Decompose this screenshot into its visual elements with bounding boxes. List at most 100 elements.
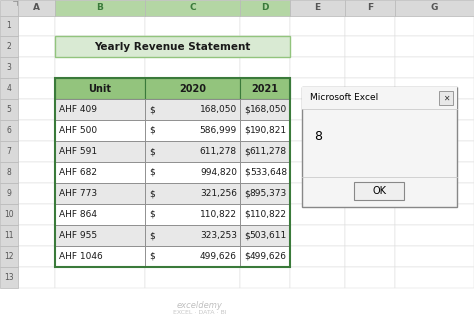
Text: exceldemy: exceldemy	[177, 301, 223, 309]
Bar	[302, 87, 457, 109]
Bar	[55, 183, 145, 204]
Text: $: $	[149, 189, 155, 198]
Bar	[345, 204, 395, 225]
Text: 323,253: 323,253	[200, 231, 237, 240]
Text: 190,821: 190,821	[250, 126, 287, 135]
Bar	[55, 141, 145, 162]
Bar	[145, 36, 240, 57]
Text: 8: 8	[314, 130, 322, 144]
Bar	[145, 16, 240, 36]
Text: G: G	[431, 4, 438, 12]
Bar	[240, 267, 290, 288]
Bar	[240, 162, 290, 183]
Bar	[55, 162, 145, 183]
Text: AHF 864: AHF 864	[59, 210, 97, 219]
Bar	[18, 141, 55, 162]
Bar	[345, 16, 395, 36]
Bar	[290, 0, 345, 16]
Bar	[0, 78, 18, 99]
Bar	[345, 225, 395, 246]
Bar	[290, 57, 345, 78]
Bar	[18, 183, 55, 204]
Bar	[145, 225, 240, 246]
Text: 586,999: 586,999	[200, 126, 237, 135]
Text: 11: 11	[4, 231, 14, 240]
Bar	[145, 120, 240, 141]
Text: 6: 6	[7, 126, 11, 135]
Text: 10: 10	[4, 210, 14, 219]
Bar	[145, 141, 240, 162]
Bar	[290, 120, 345, 141]
Bar	[55, 183, 145, 204]
Bar	[145, 120, 240, 141]
Bar	[145, 57, 240, 78]
Bar	[145, 78, 240, 99]
Text: AHF 773: AHF 773	[59, 189, 97, 198]
Bar	[18, 36, 55, 57]
Bar	[55, 267, 145, 288]
Text: 4: 4	[7, 84, 11, 93]
Text: 2021: 2021	[252, 83, 279, 94]
Bar	[345, 141, 395, 162]
Bar	[240, 204, 290, 225]
Bar	[345, 36, 395, 57]
Bar	[0, 225, 18, 246]
Bar	[240, 120, 290, 141]
Text: $: $	[244, 105, 250, 114]
Bar	[55, 120, 145, 141]
Text: Microsoft Excel: Microsoft Excel	[310, 94, 378, 102]
Bar	[290, 141, 345, 162]
Bar	[240, 246, 290, 267]
Bar	[18, 57, 55, 78]
Bar	[0, 246, 18, 267]
Bar	[240, 120, 290, 141]
Bar	[240, 141, 290, 162]
Bar	[240, 204, 290, 225]
Bar	[240, 99, 290, 120]
Bar	[395, 57, 474, 78]
Text: $: $	[244, 210, 250, 219]
Bar	[55, 225, 145, 246]
Bar	[55, 246, 145, 267]
Bar	[145, 246, 240, 267]
Text: AHF 682: AHF 682	[59, 168, 97, 177]
Bar	[240, 183, 290, 204]
Bar	[145, 162, 240, 183]
Text: C: C	[189, 4, 196, 12]
Bar	[395, 162, 474, 183]
Bar	[240, 162, 290, 183]
Bar	[290, 204, 345, 225]
Bar	[290, 78, 345, 99]
Bar	[55, 162, 145, 183]
Text: 110,822: 110,822	[250, 210, 287, 219]
Text: 611,278: 611,278	[250, 147, 287, 156]
Bar	[145, 204, 240, 225]
Bar	[395, 267, 474, 288]
Text: 7: 7	[7, 147, 11, 156]
Bar	[290, 99, 345, 120]
Bar	[55, 225, 145, 246]
Bar	[0, 36, 18, 57]
Bar	[145, 183, 240, 204]
Bar	[345, 246, 395, 267]
Bar	[0, 183, 18, 204]
Bar	[345, 162, 395, 183]
Bar	[240, 225, 290, 246]
Text: E: E	[314, 4, 320, 12]
Bar	[345, 99, 395, 120]
Text: 611,278: 611,278	[200, 147, 237, 156]
Text: 1: 1	[7, 22, 11, 30]
Text: $: $	[149, 147, 155, 156]
Text: 168,050: 168,050	[200, 105, 237, 114]
Bar	[240, 36, 290, 57]
Bar	[55, 120, 145, 141]
Bar	[240, 78, 290, 99]
Bar	[240, 16, 290, 36]
Text: 110,822: 110,822	[200, 210, 237, 219]
Text: AHF 1046: AHF 1046	[59, 252, 103, 261]
Bar	[290, 267, 345, 288]
Bar	[240, 225, 290, 246]
Bar	[290, 183, 345, 204]
Bar	[145, 78, 240, 99]
Bar	[0, 57, 18, 78]
